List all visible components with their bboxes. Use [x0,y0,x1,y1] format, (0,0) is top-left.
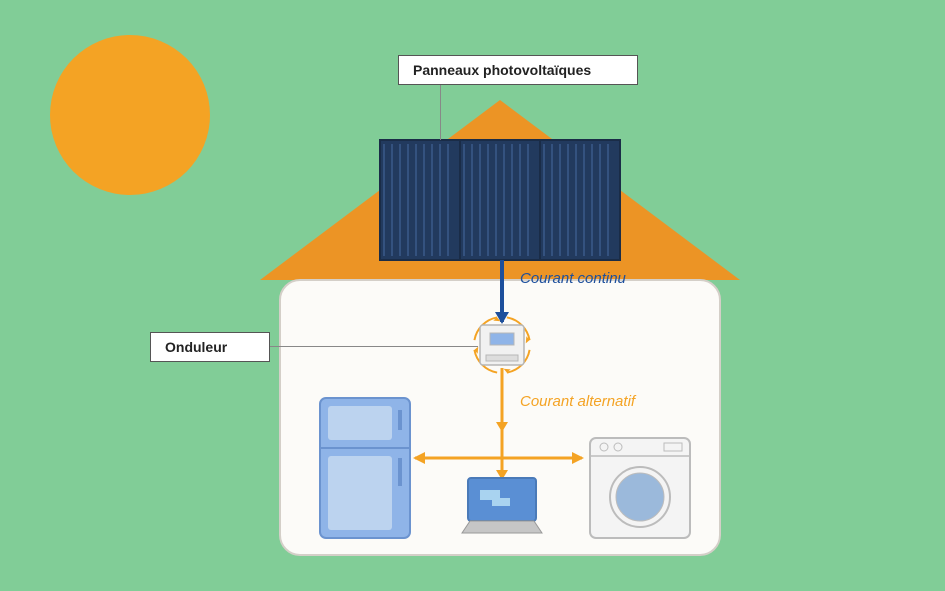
leader-inverter [270,346,478,347]
inverter-icon [480,325,524,365]
leader-panels [440,85,441,140]
washer-icon [590,438,690,538]
flow-label-dc: Courant continu [520,270,626,287]
label-inverter: Onduleur [150,332,270,362]
label-panels: Panneaux photovoltaïques [398,55,638,85]
diagram-svg [0,0,945,591]
solar-panels [380,140,620,260]
laptop-icon [462,478,542,533]
flow-label-ac: Courant alternatif [520,393,635,410]
fridge-icon [320,398,410,538]
